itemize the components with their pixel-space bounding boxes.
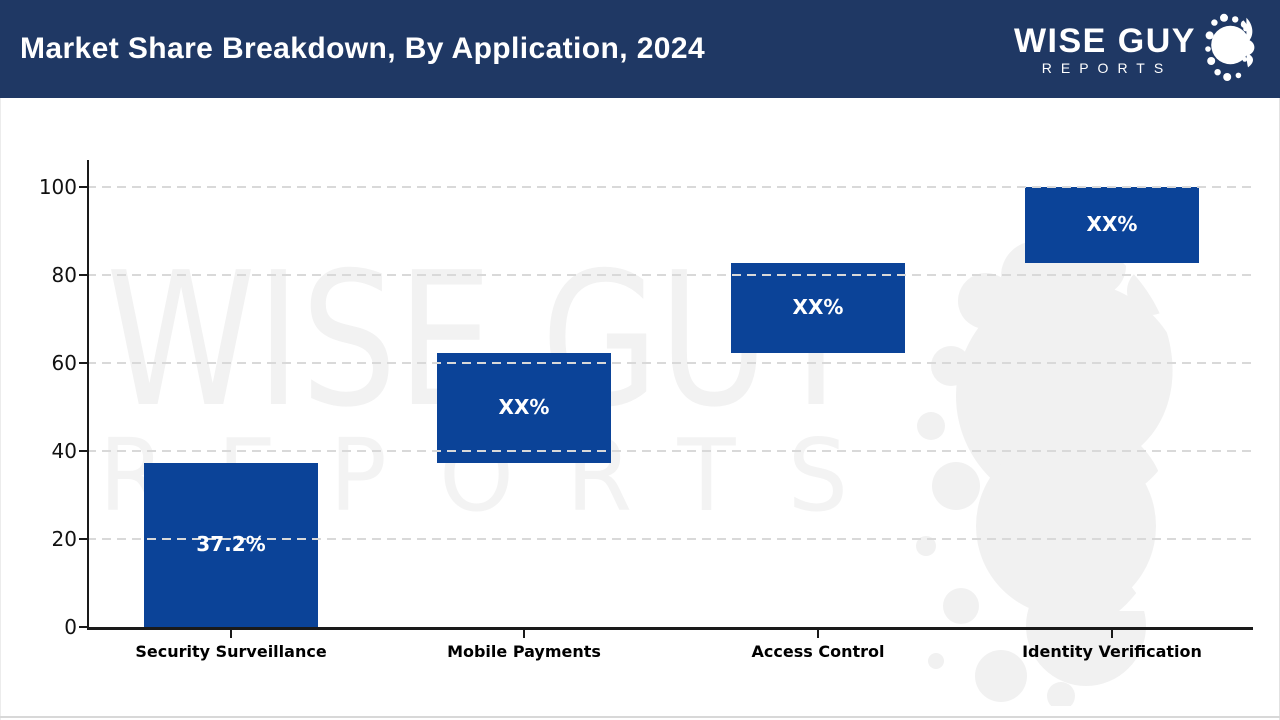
- x-category-label: Access Control: [751, 642, 885, 661]
- logo-subtitle-text: REPORTS: [1041, 59, 1173, 76]
- bar: [437, 352, 611, 464]
- y-tick-mark: [79, 626, 87, 628]
- logo-wordmark-text: WISE GUY: [1013, 21, 1196, 60]
- wise-guy-logo: WISE GUY REPORTS: [1014, 7, 1256, 91]
- chart-title: Market Share Breakdown, By Application, …: [20, 32, 706, 65]
- y-tick-label: 100: [38, 175, 77, 199]
- gridline: [87, 362, 1253, 364]
- y-tick-label: 40: [51, 439, 77, 463]
- x-tick-mark: [523, 630, 525, 638]
- y-tick-mark: [79, 186, 87, 188]
- y-axis-line: [87, 160, 89, 630]
- logo-wordmark: WISE GUY REPORTS: [1014, 24, 1196, 75]
- chart-plot-area: WISE GUY REPORTS 0 20 40 60 80 100 37.2% Securi…: [0, 98, 1280, 720]
- header-bar: Market Share Breakdown, By Application, …: [0, 0, 1280, 98]
- y-tick-label: 20: [51, 527, 77, 551]
- gridline: [87, 274, 1253, 276]
- bar-value-label: XX%: [1086, 211, 1138, 236]
- y-tick-mark: [79, 362, 87, 364]
- x-category-label: Security Surveillance: [135, 642, 327, 661]
- gridline: [87, 186, 1253, 188]
- x-tick-mark: [230, 630, 232, 638]
- bar-value-label: 37.2%: [196, 532, 266, 557]
- y-tick-label: 80: [51, 263, 77, 287]
- y-tick-mark: [79, 274, 87, 276]
- x-category-label: Mobile Payments: [447, 642, 601, 661]
- x-category-label: Identity Verification: [1022, 642, 1202, 661]
- bar: [1025, 187, 1199, 263]
- bar: [144, 463, 318, 627]
- y-tick-mark: [79, 538, 87, 540]
- x-axis-line: [87, 627, 1253, 630]
- y-tick-label: 0: [64, 615, 77, 639]
- y-tick-label: 60: [51, 351, 77, 375]
- wise-guy-face-icon: [1205, 13, 1256, 85]
- bar-value-label: XX%: [498, 395, 550, 420]
- gridline: [87, 538, 1253, 540]
- bottom-border-line: [0, 716, 1280, 718]
- bar-value-label: XX%: [792, 294, 844, 319]
- x-tick-mark: [1111, 630, 1113, 638]
- bar: [731, 262, 905, 353]
- gridline: [87, 450, 1253, 452]
- x-tick-mark: [817, 630, 819, 638]
- watermark-face-graphic: [916, 236, 1251, 706]
- y-tick-mark: [79, 450, 87, 452]
